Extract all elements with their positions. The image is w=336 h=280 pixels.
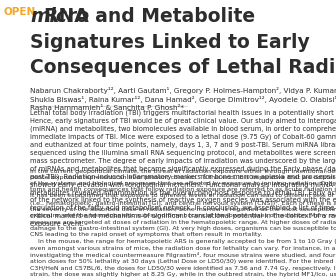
Text: Signatures Linked to Early: Signatures Linked to Early — [31, 32, 310, 52]
Text: In the current geopolitical climate, the threat of radiation exposure either thr: In the current geopolitical climate, the… — [31, 169, 336, 277]
Text: Consequences of Lethal Radiation: Consequences of Lethal Radiation — [31, 58, 336, 77]
Text: micro: micro — [31, 7, 90, 26]
Text: Lethal total body irradiation (TBI) triggers multifactorial health issues in a p: Lethal total body irradiation (TBI) trig… — [31, 109, 336, 227]
Text: Nabarun Chakraborty¹², Aarti Gautam¹, Gregory P. Holmes-Hampton², Vidya P. Kumar: Nabarun Chakraborty¹², Aarti Gautam¹, Gr… — [31, 87, 336, 111]
Text: RNA and Metabolite: RNA and Metabolite — [44, 7, 255, 26]
Text: OPEN: OPEN — [3, 7, 36, 17]
